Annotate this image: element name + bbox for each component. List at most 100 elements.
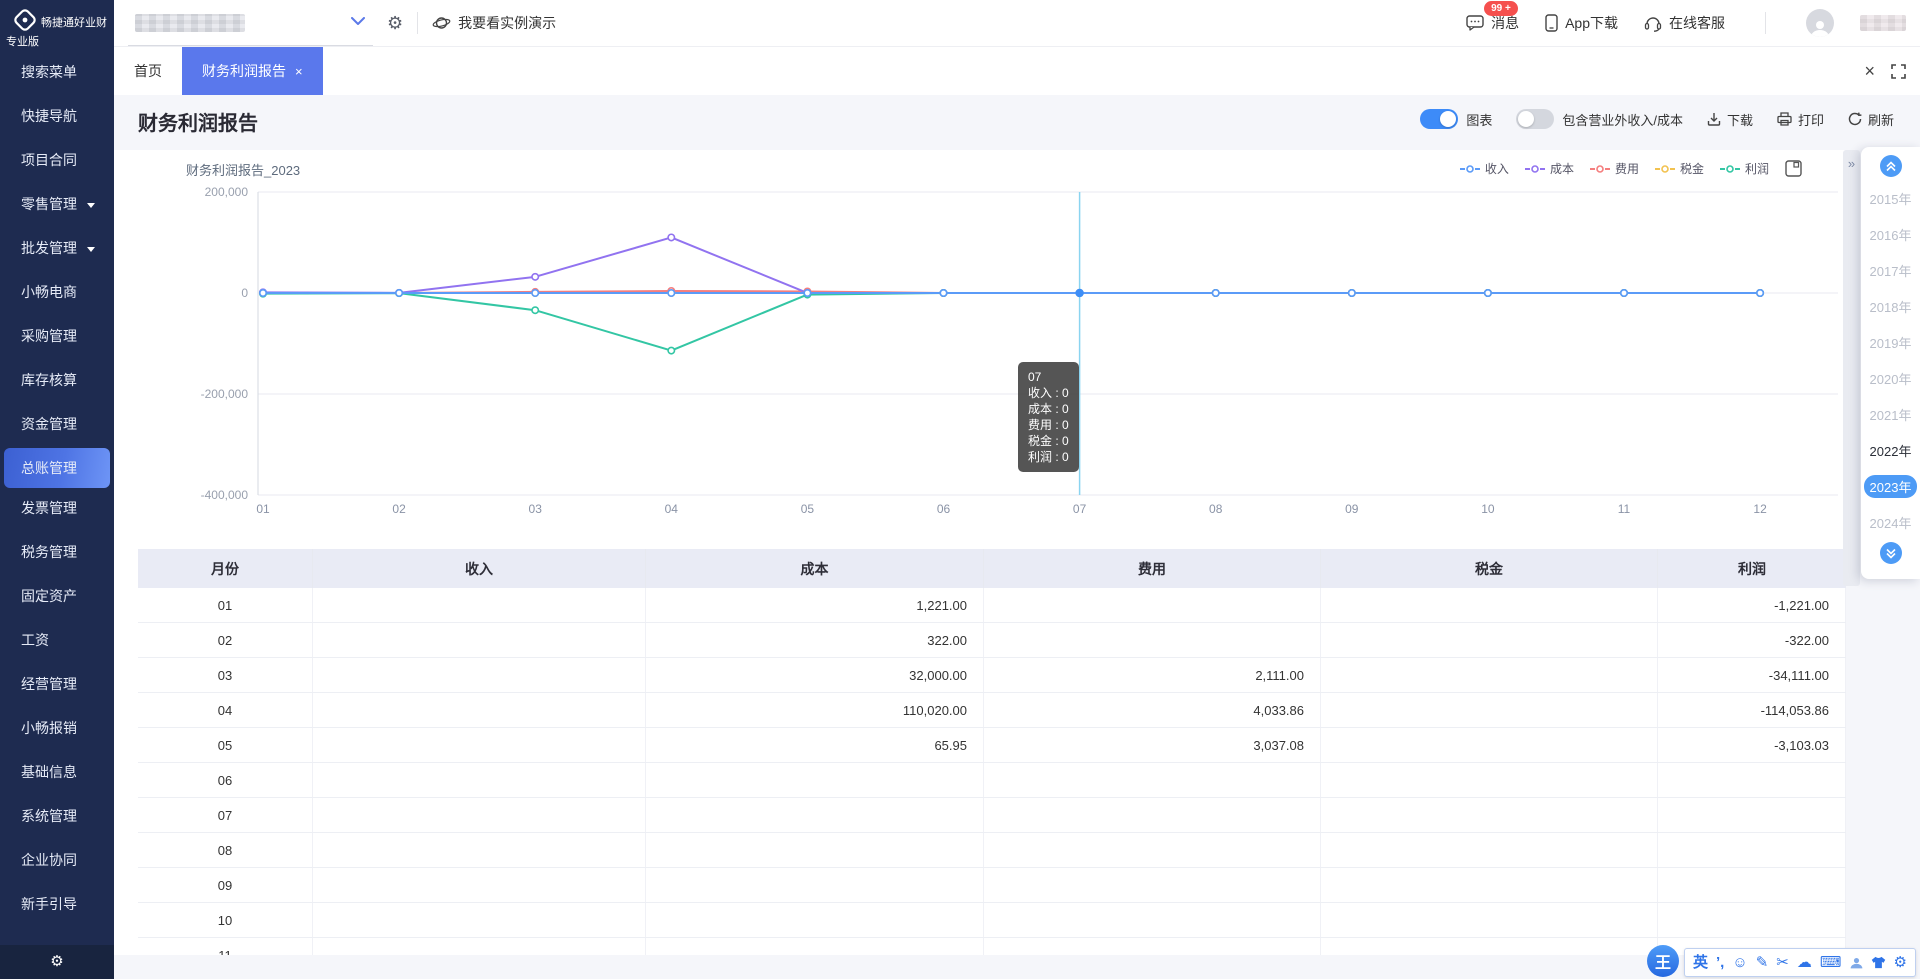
person-icon[interactable] (1850, 956, 1863, 969)
sidebar-item-小畅报销[interactable]: 小畅报销 (21, 720, 77, 736)
table-row[interactable]: 01 1,221.00 -1,221.00 (138, 588, 1846, 623)
sidebar-item-项目合同[interactable]: 项目合同 (21, 152, 77, 168)
sidebar-item-搜索菜单[interactable]: 搜索菜单 (21, 64, 77, 80)
table-row[interactable]: 06 (138, 763, 1846, 798)
scroll-years-down-button[interactable] (1879, 542, 1902, 564)
fullscreen-icon[interactable] (1891, 63, 1906, 79)
tooltip-row: 费用 : 0 (1028, 418, 1069, 432)
table-row[interactable]: 05 65.95 3,037.08 -3,103.03 (138, 728, 1846, 763)
table-header-收入[interactable]: 收入 (313, 549, 646, 588)
include-nonoperating-toggle[interactable] (1516, 109, 1555, 129)
sidebar-item-经营管理[interactable]: 经营管理 (21, 676, 77, 692)
table-cell: 4,033.86 (984, 693, 1321, 727)
user-avatar[interactable] (1806, 9, 1834, 37)
print-button[interactable]: 打印 (1777, 110, 1824, 129)
sidebar-item-快捷导航[interactable]: 快捷导航 (21, 108, 77, 124)
sidebar-item-税务管理[interactable]: 税务管理 (21, 544, 77, 560)
profit-line-chart[interactable]: 200,000 0 -200,000 -400,000 01 02 03 04 05 06 07 08… (138, 185, 1846, 520)
sidebar-item-企业协同[interactable]: 企业协同 (21, 852, 77, 868)
scissors-icon[interactable]: ✂ (1776, 954, 1789, 971)
table-cell (1321, 903, 1658, 937)
skin-icon[interactable] (1871, 956, 1886, 969)
sidebar-item-系统管理[interactable]: 系统管理 (21, 808, 77, 824)
year-item-2018年[interactable]: 2018年 (1869, 299, 1912, 315)
sidebar-item-资金管理[interactable]: 资金管理 (21, 416, 77, 432)
table-header-成本[interactable]: 成本 (646, 549, 984, 588)
year-item-2020年[interactable]: 2020年 (1869, 371, 1912, 387)
gear-icon: ⚙ (50, 953, 64, 970)
emoji-icon[interactable]: ☺ (1732, 954, 1748, 971)
gear-icon[interactable]: ⚙ (387, 13, 404, 33)
legend-item-成本[interactable]: 成本 (1524, 160, 1574, 177)
pencil-icon[interactable]: ✎ (1755, 954, 1769, 971)
sidebar-item-小畅电商[interactable]: 小畅电商 (21, 284, 77, 300)
save-image-icon[interactable] (1785, 160, 1802, 177)
table-cell (313, 658, 646, 692)
table-row[interactable]: 09 (138, 868, 1846, 903)
tab-profit-report[interactable]: 财务利润报告 × (182, 47, 323, 95)
close-tab-icon[interactable]: × (295, 63, 303, 79)
close-icon[interactable]: × (1864, 60, 1875, 81)
ime-logo[interactable]: 王 (1647, 945, 1679, 977)
tooltip-row: 税金 : 0 (1028, 434, 1069, 448)
year-item-2016年[interactable]: 2016年 (1869, 227, 1912, 243)
svg-text:09: 09 (1345, 502, 1359, 516)
sidebar-item-零售管理[interactable]: 零售管理 (0, 182, 114, 226)
sidebar-item-固定资产[interactable]: 固定资产 (21, 588, 77, 604)
svg-text:0: 0 (241, 286, 248, 300)
table-cell (313, 623, 646, 657)
year-panel-collapse-handle[interactable]: » (1843, 150, 1860, 586)
year-item-2019年[interactable]: 2019年 (1869, 335, 1912, 351)
year-item-2024年[interactable]: 2024年 (1869, 515, 1912, 531)
sidebar-item-工资[interactable]: 工资 (21, 632, 49, 648)
legend-item-费用[interactable]: 费用 (1589, 160, 1639, 177)
chart-toggle[interactable] (1420, 109, 1459, 129)
table-cell (984, 833, 1321, 867)
year-item-2023年[interactable]: 2023年 (1861, 468, 1920, 504)
year-item-2017年[interactable]: 2017年 (1869, 263, 1912, 279)
table-cell: 3,037.08 (984, 728, 1321, 762)
table-row[interactable]: 08 (138, 833, 1846, 868)
table-row[interactable]: 03 32,000.00 2,111.00 -34,111.00 (138, 658, 1846, 693)
sidebar-settings-button[interactable]: ⚙ (0, 945, 114, 979)
table-row[interactable]: 11 (138, 938, 1846, 955)
legend-item-收入[interactable]: 收入 (1459, 160, 1509, 177)
demo-link[interactable]: 我要看实例演示 (432, 13, 556, 33)
org-select-dropdown[interactable] (128, 0, 373, 46)
year-item-2021年[interactable]: 2021年 (1869, 407, 1912, 423)
table-cell: 09 (138, 868, 313, 902)
table-row[interactable]: 04 110,020.00 4,033.86 -114,053.86 (138, 693, 1846, 728)
year-item-2022年[interactable]: 2022年 (1869, 443, 1912, 459)
sidebar-item-采购管理[interactable]: 采购管理 (21, 328, 77, 344)
sidebar-item-发票管理[interactable]: 发票管理 (21, 500, 77, 516)
table-header-月份[interactable]: 月份 (138, 549, 313, 588)
sidebar-item-基础信息[interactable]: 基础信息 (21, 764, 77, 780)
legend-item-利润[interactable]: 利润 (1719, 160, 1769, 177)
sidebar-item-批发管理[interactable]: 批发管理 (0, 226, 114, 270)
cloud-icon[interactable]: ☁ (1796, 954, 1812, 971)
download-button[interactable]: 下载 (1707, 110, 1753, 129)
sidebar-item-总账管理[interactable]: 总账管理 (4, 448, 110, 488)
table-header-税金[interactable]: 税金 (1321, 549, 1658, 588)
year-item-2015年[interactable]: 2015年 (1869, 191, 1912, 207)
messages-button[interactable]: 消息 99 + (1466, 1, 1519, 33)
sidebar-item-新手引导[interactable]: 新手引导 (21, 896, 77, 912)
scroll-years-up-button[interactable] (1879, 155, 1902, 177)
table-cell (1321, 798, 1658, 832)
settings-icon[interactable]: ⚙ (1893, 954, 1907, 971)
keyboard-icon[interactable]: ⌨ (1819, 954, 1842, 971)
support-button[interactable]: 在线客服 (1644, 13, 1725, 33)
table-row[interactable]: 02 322.00 -322.00 (138, 623, 1846, 658)
sidebar-item-库存核算[interactable]: 库存核算 (21, 372, 77, 388)
table-row[interactable]: 07 (138, 798, 1846, 833)
app-download-button[interactable]: App下载 (1545, 13, 1618, 33)
legend-item-税金[interactable]: 税金 (1654, 160, 1704, 177)
punctuation[interactable]: ’, (1716, 954, 1725, 971)
table-header-费用[interactable]: 费用 (984, 549, 1321, 588)
refresh-button[interactable]: 刷新 (1848, 110, 1894, 129)
table-header-利润[interactable]: 利润 (1738, 560, 1766, 577)
tab-home[interactable]: 首页 (134, 63, 162, 79)
table-row[interactable]: 10 (138, 903, 1846, 938)
english-mode[interactable]: 英 (1693, 954, 1709, 971)
app-logo: 畅捷通好业财 专业版 (0, 0, 114, 50)
